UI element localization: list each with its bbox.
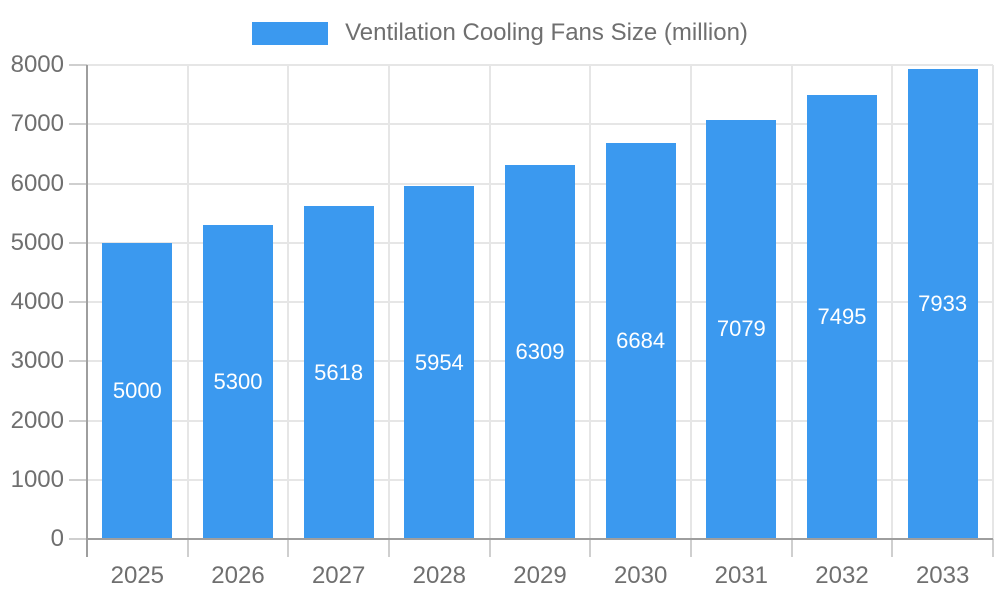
bar-value-label: 7079 — [716, 316, 766, 342]
y-tick-label: 7000 — [10, 110, 64, 138]
x-gridline — [388, 65, 390, 539]
bar[interactable]: 5300 — [203, 224, 273, 539]
x-gridline — [287, 65, 290, 539]
y-gridline — [87, 64, 993, 66]
bar-value-label: 5300 — [213, 368, 263, 394]
y-tick-label: 5000 — [10, 228, 64, 256]
x-tick-label: 2025 — [110, 562, 165, 589]
bar-value-label: 6309 — [515, 339, 565, 365]
x-gridline — [790, 65, 793, 539]
bar-value-label: 7933 — [918, 290, 968, 316]
x-tick — [790, 539, 793, 557]
x-tick — [186, 539, 189, 557]
y-gridline — [87, 123, 993, 126]
x-tick-label: 2027 — [311, 562, 366, 589]
y-tick — [69, 123, 87, 126]
y-tick-label: 6000 — [10, 169, 64, 197]
x-tick — [488, 539, 491, 557]
x-gridline — [589, 65, 592, 539]
chart-legend[interactable]: Ventilation Cooling Fans Size (million) — [0, 19, 1000, 47]
x-tick-label: 2028 — [412, 562, 467, 589]
bar[interactable]: 6309 — [505, 165, 575, 539]
bar-value-label: 5954 — [414, 349, 464, 375]
y-tick — [69, 182, 87, 185]
x-tick-label: 2030 — [613, 562, 668, 589]
bar[interactable]: 5000 — [102, 242, 173, 539]
bar-value-label: 5618 — [314, 359, 364, 385]
legend-label: Ventilation Cooling Fans Size (million) — [345, 19, 748, 46]
y-tick — [69, 360, 87, 363]
y-tick — [69, 241, 87, 244]
y-tick-label: 0 — [50, 525, 64, 552]
y-tick — [69, 419, 87, 422]
x-tick-label: 2029 — [513, 562, 567, 589]
y-tick — [69, 538, 87, 540]
y-tick-label: 1000 — [10, 465, 64, 493]
x-tick-label: 2031 — [714, 562, 769, 589]
x-gridline — [690, 65, 692, 539]
y-axis-line — [86, 65, 88, 557]
bar-value-label: 5000 — [112, 377, 162, 403]
bar-value-label: 6684 — [616, 327, 666, 353]
x-tick — [589, 539, 592, 557]
y-tick — [69, 478, 87, 481]
x-gridline — [992, 65, 994, 539]
x-tick — [690, 539, 692, 557]
bar[interactable]: 6684 — [605, 142, 676, 539]
x-gridline — [186, 65, 189, 539]
y-tick — [69, 64, 87, 66]
x-tick — [287, 539, 290, 557]
y-tick-label: 8000 — [10, 51, 64, 78]
bar[interactable]: 5954 — [404, 186, 475, 539]
x-tick-label: 2033 — [915, 562, 970, 589]
bar-value-label: 7495 — [817, 303, 867, 329]
legend-swatch[interactable] — [252, 21, 329, 45]
x-axis-line — [87, 538, 993, 540]
bar[interactable]: 7079 — [706, 119, 777, 539]
bar[interactable]: 7495 — [807, 94, 877, 539]
y-tick-label: 4000 — [10, 288, 64, 315]
bar[interactable]: 7933 — [907, 68, 978, 539]
x-tick — [992, 539, 994, 557]
x-tick-label: 2026 — [211, 562, 265, 589]
x-tick — [388, 539, 390, 557]
x-tick-label: 2032 — [815, 562, 869, 589]
x-gridline — [488, 65, 491, 539]
bar[interactable]: 5618 — [303, 206, 374, 539]
y-tick — [69, 301, 87, 303]
x-gridline — [891, 65, 894, 539]
x-tick — [891, 539, 894, 557]
y-tick-label: 3000 — [10, 347, 64, 375]
y-tick-label: 2000 — [10, 406, 64, 434]
